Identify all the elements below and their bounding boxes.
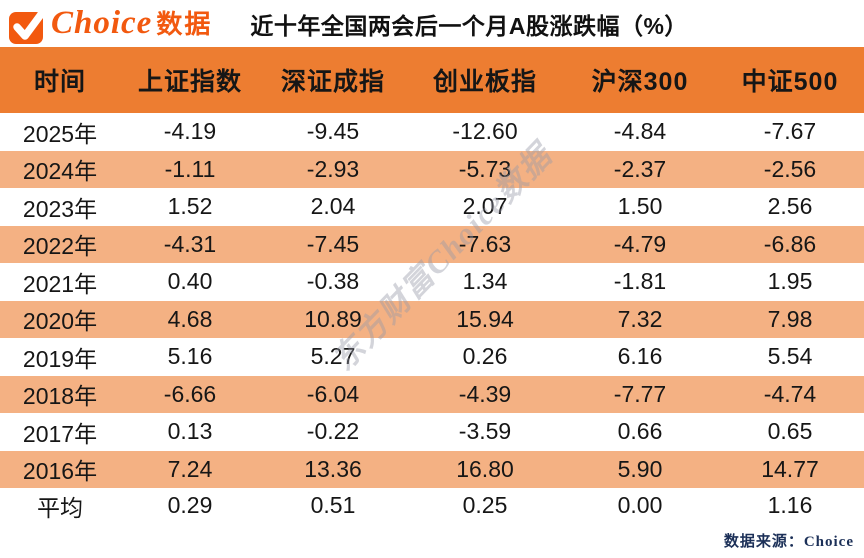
value-cell: 1.50 [617,193,663,220]
column-header: 中证500 [716,47,864,113]
column-header: 时间 [0,47,120,113]
returns-table: 时间 上证指数 深证成指 创业板指 沪深300 中证500 2025年 -4.19 -9.45… [0,47,864,523]
table-row: 2017年 0.13 -0.22 -3.59 0.66 0.65 [0,413,864,451]
year-cell: 2021年 [22,270,98,297]
year-cell: 2020年 [22,308,98,335]
value-cell: -1.11 [164,155,216,182]
page-title: 近十年全国两会后一个月A股涨跌幅（%） [250,12,688,39]
value-cell: -2.56 [763,155,817,182]
value-cell: -6.66 [163,380,217,407]
column-header: 创业板指 [406,47,564,113]
value-cell: 1.34 [462,268,508,295]
value-cell: -7.67 [763,118,817,145]
value-cell: 16.80 [456,455,514,482]
year-cell: 平均 [37,494,83,521]
value-cell: -1.81 [613,268,667,295]
value-cell: -3.59 [458,418,512,445]
value-cell: -6.86 [763,230,817,257]
table-row: 2025年 -4.19 -9.45 -12.60 -4.84 -7.67 [0,113,864,151]
value-cell: 0.26 [462,343,508,370]
value-cell: -9.45 [306,118,360,145]
value-cell: 7.24 [167,455,213,482]
value-cell: 6.16 [617,343,663,370]
table-header: 时间 上证指数 深证成指 创业板指 沪深300 中证500 [0,47,864,113]
value-cell: -4.31 [163,230,217,257]
column-header: 上证指数 [120,47,260,113]
value-cell: 2.07 [462,193,508,220]
value-cell: 15.94 [456,305,514,332]
value-cell: 14.77 [761,455,819,482]
value-cell: -5.73 [458,155,512,182]
value-cell: 0.66 [617,418,663,445]
year-cell: 2025年 [22,120,98,147]
year-cell: 2019年 [22,345,98,372]
value-cell: 10.89 [304,305,362,332]
value-cell: 1.52 [167,193,213,220]
value-cell: 1.16 [767,492,813,518]
year-cell: 2023年 [22,195,98,222]
value-cell: -7.63 [458,230,512,257]
value-cell: -4.79 [613,230,667,257]
checkmark-icon [9,8,46,44]
year-cell: 2017年 [22,420,98,447]
value-cell: -7.77 [613,380,667,407]
value-cell: 0.29 [167,492,213,518]
title-bar: Choice 数据 近十年全国两会后一个月A股涨跌幅（%） [0,0,864,47]
year-cell: 2018年 [22,383,98,410]
column-header: 沪深300 [564,47,716,113]
value-cell: 4.68 [167,305,213,332]
value-cell: 0.51 [310,492,356,518]
value-cell: 0.65 [767,418,813,445]
value-cell: 2.04 [310,193,356,220]
value-cell: -7.45 [306,230,360,257]
table-row: 2016年 7.24 13.36 16.80 5.90 14.77 [0,450,864,488]
column-header: 深证成指 [260,47,406,113]
choice-logo: Choice 数据 [8,2,212,46]
value-cell: 7.98 [767,305,813,332]
value-cell: -12.60 [452,118,518,145]
value-cell: 5.54 [767,343,813,370]
table-row: 2021年 0.40 -0.38 1.34 -1.81 1.95 [0,263,864,301]
value-cell: -2.37 [613,155,667,182]
value-cell: 7.32 [617,305,663,332]
value-cell: -4.19 [163,118,217,145]
value-cell: -2.93 [306,155,360,182]
table-row: 2019年 5.16 5.27 0.26 6.16 5.54 [0,338,864,376]
table-body: 2025年 -4.19 -9.45 -12.60 -4.84 -7.67 2024年 -1.1… [0,113,864,523]
brand-suffix: 数据 [156,8,213,39]
value-cell: -4.39 [458,380,512,407]
value-cell: 0.00 [617,492,663,518]
year-cell: 2024年 [22,158,98,185]
brand-name: Choice [51,5,153,41]
table-row: 2024年 -1.11 -2.93 -5.73 -2.37 -2.56 [0,150,864,188]
table-row: 平均 0.29 0.51 0.25 0.00 1.16 [0,488,864,523]
value-cell: -6.04 [306,380,360,407]
value-cell: 2.56 [767,193,813,220]
table-row: 2023年 1.52 2.04 2.07 1.50 2.56 [0,188,864,226]
value-cell: -0.38 [306,268,360,295]
data-source-note: 数据来源：Choice [723,534,854,550]
value-cell: -4.84 [613,118,667,145]
value-cell: -4.74 [763,380,817,407]
table-row: 2022年 -4.31 -7.45 -7.63 -4.79 -6.86 [0,225,864,263]
year-cell: 2016年 [22,458,98,485]
value-cell: 5.90 [617,455,663,482]
value-cell: 0.25 [462,492,508,518]
table-row: 2020年 4.68 10.89 15.94 7.32 7.98 [0,300,864,338]
header-row: 时间 上证指数 深证成指 创业板指 沪深300 中证500 [0,47,864,113]
year-cell: 2022年 [22,233,98,260]
value-cell: 0.13 [167,418,213,445]
value-cell: 0.40 [167,268,213,295]
value-cell: 1.95 [767,268,813,295]
value-cell: 13.36 [304,455,362,482]
value-cell: 5.27 [310,343,356,370]
table-row: 2018年 -6.66 -6.04 -4.39 -7.77 -4.74 [0,375,864,413]
value-cell: 5.16 [167,343,213,370]
value-cell: -0.22 [306,418,360,445]
